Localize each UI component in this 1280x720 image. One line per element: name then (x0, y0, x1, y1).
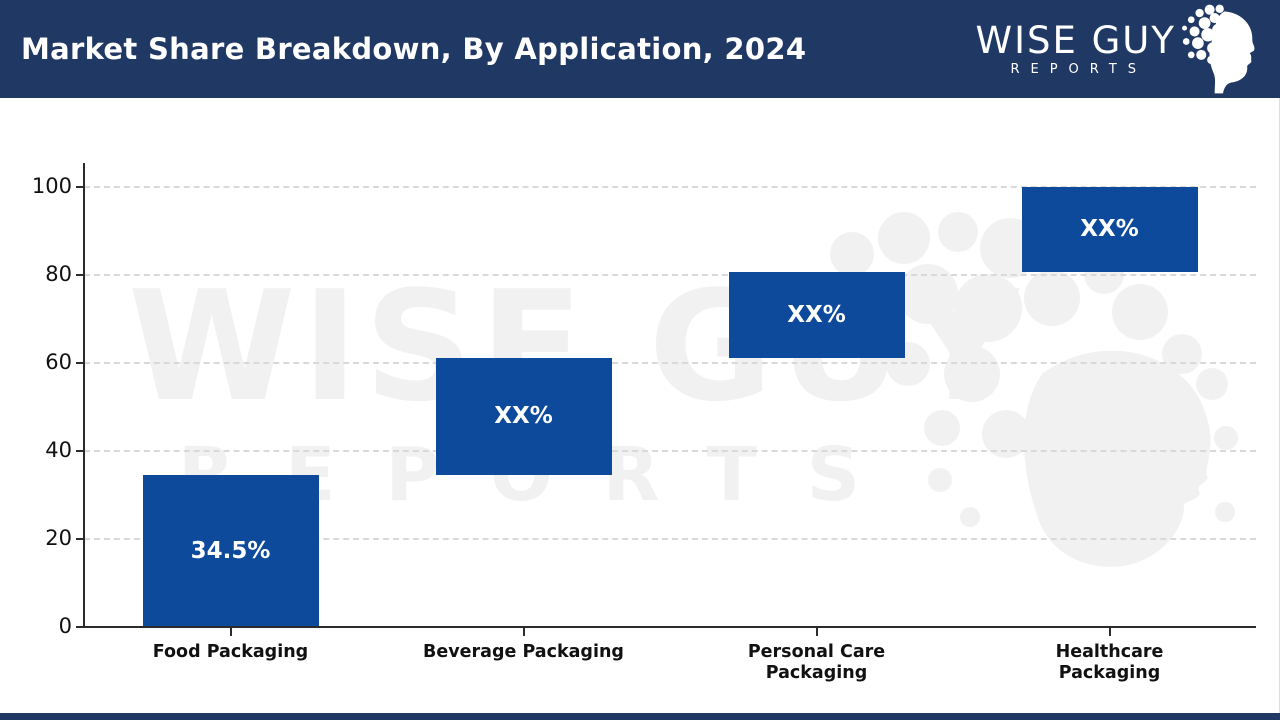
x-tick-mark (1108, 628, 1111, 636)
gridline-y80 (84, 273, 1256, 276)
wise-guy-reports-logo: WISE GUY REPORTS (976, 3, 1280, 95)
y-axis-label-0: 0 (58, 613, 72, 638)
y-tick-mark (76, 361, 84, 364)
logo-face-icon (1182, 4, 1255, 94)
y-axis-label-60: 60 (45, 349, 72, 374)
bar-value-label: XX% (787, 302, 846, 329)
gridline-y20 (84, 537, 1256, 540)
y-tick-mark (76, 273, 84, 276)
x-axis-label: Personal Care Packaging (747, 642, 886, 683)
bar-value-label: XX% (494, 403, 553, 430)
y-axis-label-40: 40 (45, 437, 72, 462)
bar-value-label: XX% (1080, 216, 1139, 243)
x-tick-mark (815, 628, 818, 636)
y-tick-mark (76, 449, 84, 452)
bar-personal-care-packaging: XX% (728, 272, 905, 359)
gridline-y60 (84, 361, 1256, 364)
y-tick-mark (76, 537, 84, 540)
y-axis-label-20: 20 (45, 525, 72, 550)
logo-wordmark: WISE GUY (975, 19, 1176, 62)
page-title: Market Share Breakdown, By Application, … (21, 32, 807, 66)
footer-accent-bar (0, 713, 1280, 720)
x-axis-label: Beverage Packaging (423, 642, 624, 662)
y-axis-label-80: 80 (45, 261, 72, 286)
gridline-y100 (84, 185, 1256, 188)
bar-food-packaging: 34.5% (142, 474, 319, 627)
y-axis-label-100: 100 (31, 173, 72, 198)
bar-value-label: 34.5% (190, 537, 271, 564)
x-axis-line (83, 626, 1256, 628)
gridline-y40 (84, 449, 1256, 452)
x-axis-label: Healthcare Packaging (1055, 642, 1164, 683)
header: Market Share Breakdown, By Application, … (0, 0, 1280, 98)
x-tick-mark (522, 628, 525, 636)
x-tick-mark (229, 628, 232, 636)
y-axis-line (83, 163, 85, 628)
bar-healthcare-packaging: XX% (1021, 186, 1198, 273)
logo-subtitle: REPORTS (1010, 62, 1148, 77)
y-tick-mark (76, 185, 84, 188)
y-tick-mark (76, 625, 84, 628)
x-axis-label: Food Packaging (152, 642, 309, 662)
bar-beverage-packaging: XX% (435, 358, 612, 475)
